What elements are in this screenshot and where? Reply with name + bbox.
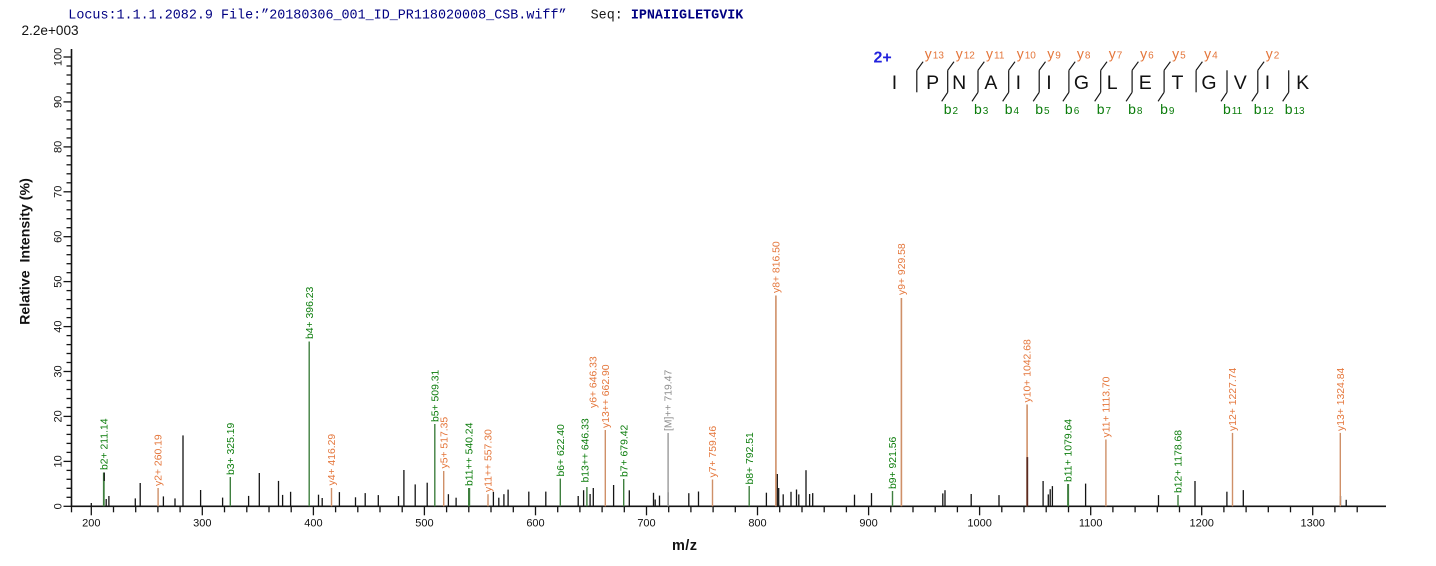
- svg-text:V: V: [1234, 72, 1247, 94]
- svg-text:60: 60: [52, 231, 64, 243]
- svg-text:0: 0: [52, 503, 64, 509]
- svg-text:L: L: [1107, 72, 1118, 94]
- svg-text:1300: 1300: [1300, 517, 1324, 529]
- svg-text:T: T: [1171, 72, 1183, 94]
- svg-text:b5+ 509.31: b5+ 509.31: [430, 369, 441, 422]
- svg-text:800: 800: [748, 517, 766, 529]
- svg-text:b7+ 679.42: b7+ 679.42: [619, 424, 630, 477]
- svg-text:1100: 1100: [1079, 517, 1103, 529]
- svg-text:Relative Intensity (%): Relative Intensity (%): [18, 178, 34, 325]
- svg-text:y5+ 517.35: y5+ 517.35: [439, 417, 450, 469]
- svg-text:P: P: [926, 72, 939, 94]
- svg-text:b12+ 1178.68: b12+ 1178.68: [1174, 430, 1185, 493]
- svg-text:b13++ 646.33: b13++ 646.33: [581, 418, 592, 482]
- svg-text:600: 600: [526, 517, 544, 529]
- svg-text:y7+ 759.46: y7+ 759.46: [708, 426, 719, 478]
- svg-text:y12+ 1227.74: y12+ 1227.74: [1228, 368, 1239, 431]
- svg-text:y13+ 1324.84: y13+ 1324.84: [1336, 368, 1347, 431]
- svg-text:A: A: [984, 72, 997, 94]
- svg-text:I: I: [892, 72, 897, 94]
- svg-text:2+: 2+: [874, 49, 892, 66]
- svg-text:100: 100: [52, 48, 64, 66]
- svg-text:K: K: [1296, 72, 1309, 94]
- svg-text:500: 500: [415, 517, 433, 529]
- svg-text:E: E: [1139, 72, 1152, 94]
- svg-text:I: I: [1046, 72, 1051, 94]
- svg-text:70: 70: [52, 186, 64, 198]
- svg-text:y8+ 816.50: y8+ 816.50: [772, 241, 783, 293]
- svg-text:[M]++ 719.47: [M]++ 719.47: [664, 370, 675, 431]
- svg-text:b8+ 792.51: b8+ 792.51: [745, 432, 756, 485]
- svg-text:y10+ 1042.68: y10+ 1042.68: [1023, 339, 1034, 402]
- svg-text:y11++ 557.30: y11++ 557.30: [484, 429, 495, 492]
- svg-text:y11+ 1113.70: y11+ 1113.70: [1102, 376, 1113, 437]
- svg-text:b6+ 622.40: b6+ 622.40: [556, 424, 567, 477]
- svg-text:y6+ 646.33: y6+ 646.33: [589, 356, 600, 408]
- svg-text:200: 200: [82, 517, 100, 529]
- svg-text:y9+ 929.58: y9+ 929.58: [897, 243, 908, 295]
- svg-text:N: N: [952, 72, 966, 94]
- svg-text:I: I: [1016, 72, 1021, 94]
- svg-text:1200: 1200: [1189, 517, 1213, 529]
- svg-text:2.2e+003: 2.2e+003: [22, 23, 79, 38]
- svg-text:G: G: [1201, 72, 1216, 94]
- svg-text:40: 40: [52, 320, 64, 332]
- svg-text:20: 20: [52, 410, 64, 422]
- svg-text:30: 30: [52, 365, 64, 377]
- svg-text:80: 80: [52, 141, 64, 153]
- svg-text:y13++ 662.90: y13++ 662.90: [601, 364, 612, 428]
- svg-text:900: 900: [859, 517, 877, 529]
- svg-text:700: 700: [637, 517, 655, 529]
- svg-text:I: I: [1265, 72, 1270, 94]
- svg-text:b11++ 540.24: b11++ 540.24: [465, 422, 476, 486]
- svg-text:b4+ 396.23: b4+ 396.23: [305, 286, 316, 339]
- svg-text:50: 50: [52, 275, 64, 287]
- svg-text:1000: 1000: [967, 517, 991, 529]
- svg-text:b3+ 325.19: b3+ 325.19: [226, 422, 237, 475]
- svg-text:y2+ 260.19: y2+ 260.19: [154, 434, 165, 486]
- svg-text:b2+ 211.14: b2+ 211.14: [99, 418, 110, 470]
- svg-text:400: 400: [304, 517, 322, 529]
- svg-text:Locus:1.1.1.2082.9 File:”20180: Locus:1.1.1.2082.9 File:”20180306_001_ID…: [68, 9, 744, 24]
- svg-text:y4+ 416.29: y4+ 416.29: [327, 434, 338, 486]
- svg-text:300: 300: [193, 517, 211, 529]
- svg-text:10: 10: [52, 455, 64, 467]
- svg-text:G: G: [1074, 72, 1089, 94]
- svg-text:b11+ 1079.64: b11+ 1079.64: [1064, 419, 1075, 482]
- svg-text:b9+ 921.56: b9+ 921.56: [888, 436, 899, 489]
- svg-text:m/z: m/z: [672, 538, 697, 554]
- svg-text:90: 90: [52, 96, 64, 108]
